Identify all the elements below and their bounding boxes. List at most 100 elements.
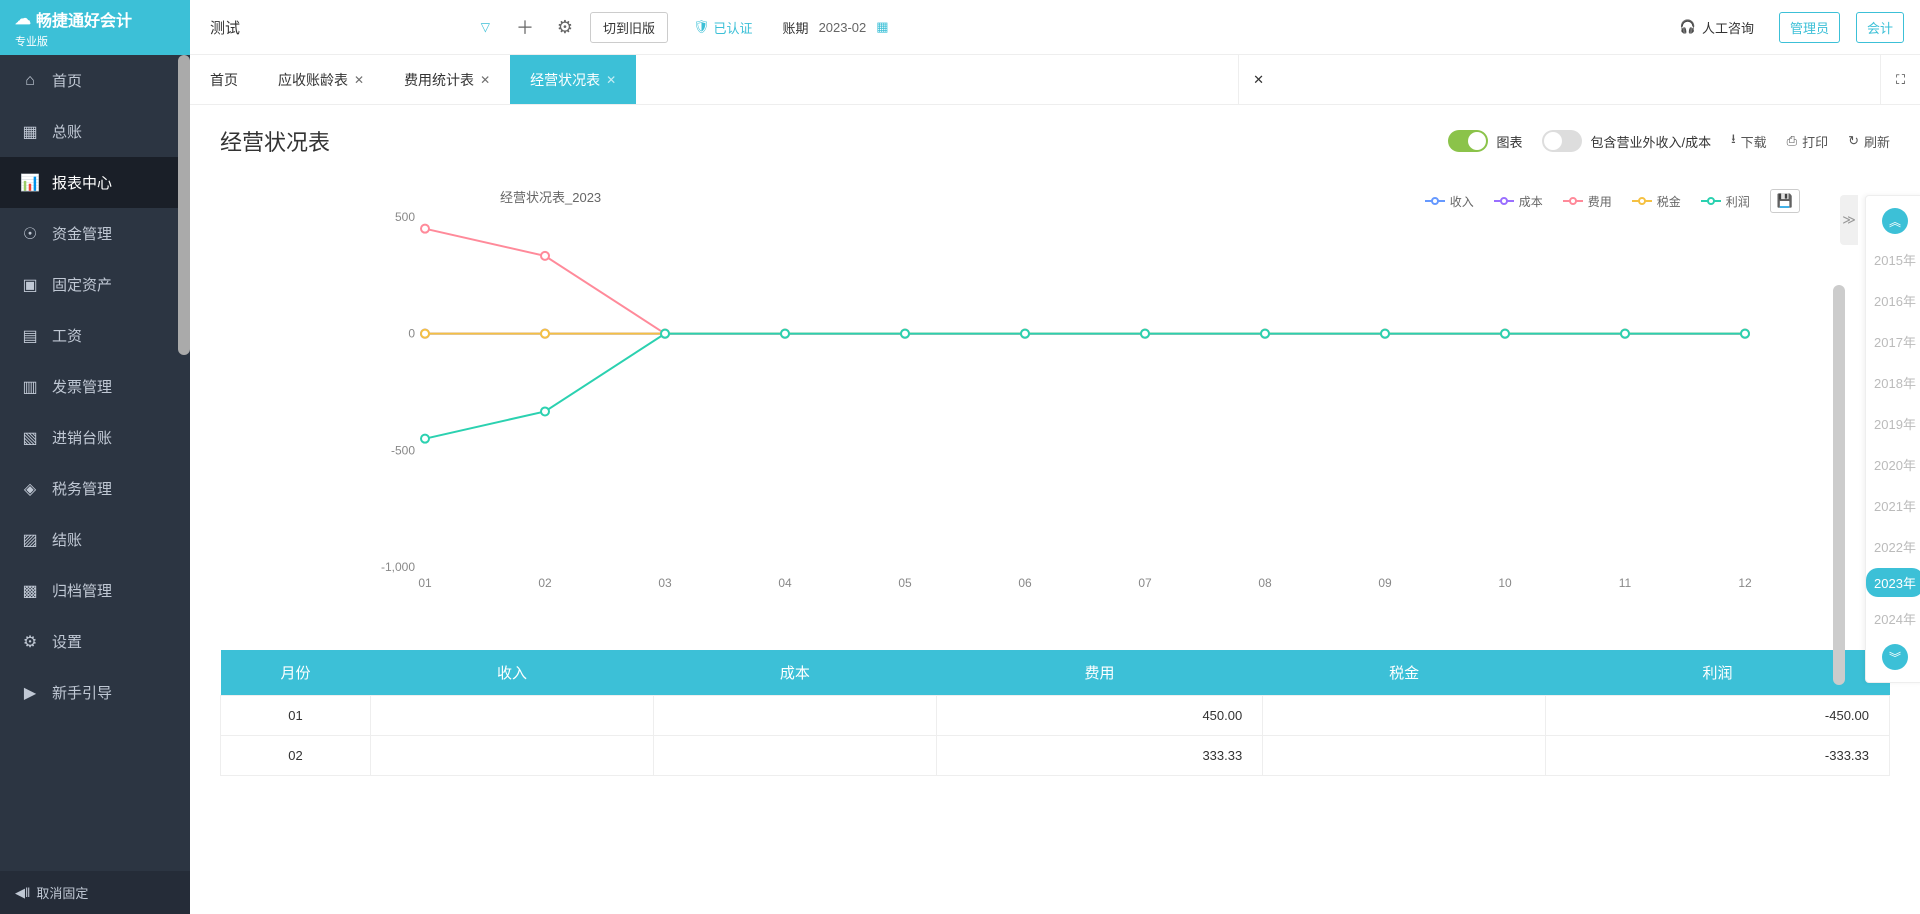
year-item[interactable]: 2022年 [1866,527,1920,566]
tab[interactable]: 经营状况表✕ [510,55,636,104]
year-item[interactable]: 2021年 [1866,486,1920,525]
accounting-period[interactable]: 账期 2023-02 ▦ [783,18,889,37]
nav-icon: ▶ [20,683,40,703]
svg-text:500: 500 [395,210,415,224]
tab-close-panel-button[interactable]: ✕ [1238,55,1278,104]
nav-label: 税务管理 [52,478,112,499]
verified-label: 已认证 [714,18,753,37]
legend-item[interactable]: 税金 [1632,193,1681,210]
page-toolbar: 图表 包含营业外收入/成本 ⭳下载 ⎙打印 ↻刷新 [1448,130,1890,152]
table-row: 02333.33-333.33 [221,736,1890,776]
year-item[interactable]: 2018年 [1866,363,1920,402]
nav-item[interactable]: ▨结账 [0,514,190,565]
print-icon: ⎙ [1787,133,1797,149]
nav-item[interactable]: ▥发票管理 [0,361,190,412]
period-label: 账期 [783,18,809,37]
tab-close-icon[interactable]: ✕ [606,73,616,87]
nav-item[interactable]: ◈ 税务管理 [0,463,190,514]
year-item[interactable]: 2024年 [1866,599,1920,638]
table-cell [1263,736,1546,776]
add-button[interactable]: ＋ [510,12,540,42]
shield-icon: 🛡 [693,19,710,35]
nav-label: 设置 [52,631,82,652]
company-selector[interactable]: 测试 ▽ [200,17,500,38]
table-header: 成本 [653,650,936,696]
tab-close-icon[interactable]: ✕ [480,73,490,87]
tab[interactable]: 应收账龄表✕ [258,55,384,104]
legend-label: 税金 [1657,193,1681,210]
tab-close-icon[interactable]: ✕ [354,73,364,87]
year-item[interactable]: 2017年 [1866,322,1920,361]
year-item[interactable]: 2020年 [1866,445,1920,484]
legend-label: 利润 [1726,193,1750,210]
svg-text:12: 12 [1738,576,1752,590]
nav-item[interactable]: ▣固定资产 [0,259,190,310]
sidebar-scrollbar[interactable] [178,55,190,355]
nav-label: 资金管理 [52,223,112,244]
svg-text:0: 0 [408,327,415,341]
legend-label: 成本 [1519,193,1543,210]
nav-icon: ▦ [20,122,40,142]
nav-item[interactable]: ☉ 资金管理 [0,208,190,259]
content-scrollbar[interactable] [1833,285,1845,685]
fullscreen-button[interactable]: ⛶ [1880,55,1920,104]
year-scroll-down[interactable]: ︾ [1882,644,1908,670]
svg-text:02: 02 [538,576,552,590]
table-cell [653,696,936,736]
nav-item[interactable]: ▤工资 [0,310,190,361]
svg-text:07: 07 [1138,576,1152,590]
unpin-button[interactable]: ◀‖ 取消固定 [0,871,190,914]
year-item[interactable]: 2015年 [1866,240,1920,279]
nav-label: 固定资产 [52,274,112,295]
save-chart-icon[interactable]: 💾 [1770,189,1800,213]
legend-item[interactable]: 费用 [1563,193,1612,210]
legend-item[interactable]: 收入 [1425,193,1474,210]
year-scroll-up[interactable]: ︽ [1882,208,1908,234]
nav-icon: ◈ [20,479,40,499]
settings-icon[interactable]: ⚙ [550,12,580,42]
topbar: 测试 ▽ ＋ ⚙ 切到旧版 🛡 已认证 账期 2023-02 ▦ 🎧 人工咨询 … [190,0,1920,55]
refresh-button[interactable]: ↻刷新 [1848,132,1890,151]
table-header: 收入 [371,650,654,696]
nav-item[interactable]: ▦总账 [0,106,190,157]
cloud-icon: ☁ [15,9,31,29]
nav-icon: ▧ [20,428,40,448]
switch-old-button[interactable]: 切到旧版 [590,12,668,43]
nav-item[interactable]: ⚙ 设置 [0,616,190,667]
nav-icon: ⚙ [20,632,40,652]
table-row: 01450.00-450.00 [221,696,1890,736]
year-item[interactable]: 2019年 [1866,404,1920,443]
tab[interactable]: 费用统计表✕ [384,55,510,104]
nav-item[interactable]: ⌂首页 [0,55,190,106]
legend-item[interactable]: 成本 [1494,193,1543,210]
nav-item[interactable]: ▩归档管理 [0,565,190,616]
calendar-icon: ▦ [876,19,888,35]
unpin-label: 取消固定 [36,883,88,902]
toggle-chart[interactable] [1448,130,1488,152]
toggle-extra-income[interactable] [1542,130,1582,152]
nav-icon: ☉ [20,224,40,244]
nav-item[interactable]: ▧进销台账 [0,412,190,463]
legend-item[interactable]: 利润 [1701,193,1750,210]
table-cell [371,696,654,736]
role-admin-button[interactable]: 管理员 [1779,12,1840,43]
svg-text:01: 01 [418,576,432,590]
year-item[interactable]: 2023年 [1866,568,1920,597]
role-accountant-button[interactable]: 会计 [1856,12,1904,43]
year-panel-collapse[interactable]: ≫ [1840,195,1858,245]
year-panel: ︽ 2015年2016年2017年2018年2019年2020年2021年2022… [1865,195,1920,683]
table-cell: 333.33 [936,736,1262,776]
print-button[interactable]: ⎙打印 [1787,132,1828,151]
nav-item[interactable]: ▶新手引导 [0,667,190,718]
page-title: 经营状况表 [220,125,330,157]
download-button[interactable]: ⭳下载 [1731,130,1767,152]
nav-icon: ⌂ [20,71,40,91]
support-button[interactable]: 🎧 人工咨询 [1680,18,1754,37]
svg-text:-500: -500 [391,443,415,457]
year-item[interactable]: 2016年 [1866,281,1920,320]
table-cell [1263,696,1546,736]
nav-label: 工资 [52,325,82,346]
tab[interactable]: 首页 [190,55,258,104]
table-cell: 02 [221,736,371,776]
nav-item[interactable]: 📊报表中心 [0,157,190,208]
